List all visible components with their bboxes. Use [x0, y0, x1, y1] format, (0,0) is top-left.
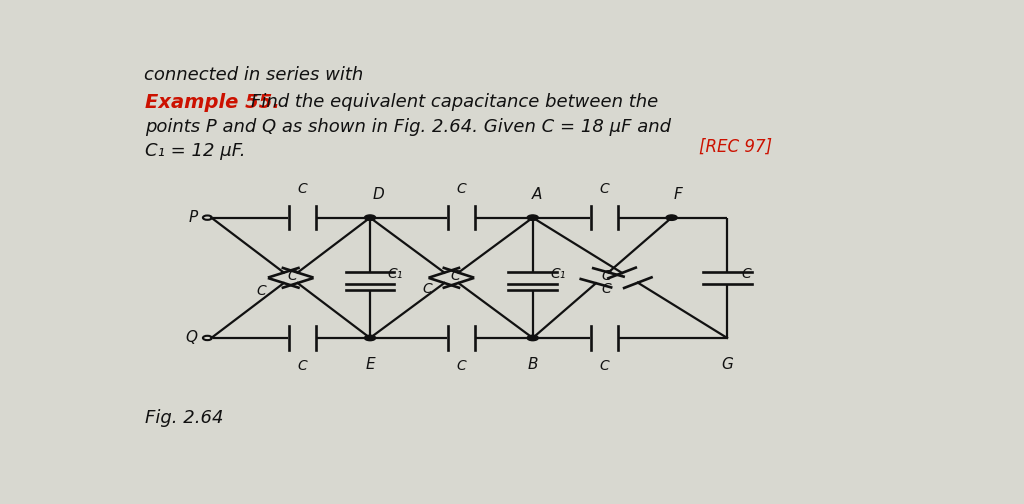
Circle shape — [365, 335, 376, 341]
Text: D: D — [372, 187, 384, 202]
Text: [REC 97]: [REC 97] — [699, 138, 772, 156]
Text: C: C — [599, 359, 609, 373]
Text: C₁ = 12 μF.: C₁ = 12 μF. — [145, 142, 246, 160]
Text: B: B — [527, 357, 538, 372]
Text: C₁: C₁ — [387, 267, 402, 281]
Text: P: P — [188, 210, 198, 225]
Text: Fig. 2.64: Fig. 2.64 — [145, 409, 224, 427]
Text: C: C — [298, 359, 307, 373]
Text: C: C — [423, 282, 432, 296]
Circle shape — [666, 215, 677, 220]
Text: C: C — [457, 182, 466, 197]
Circle shape — [527, 335, 539, 341]
Text: C: C — [599, 182, 609, 197]
Text: Example 55.: Example 55. — [145, 93, 281, 112]
Text: G: G — [721, 357, 733, 372]
Text: C: C — [457, 359, 466, 373]
Text: A: A — [531, 187, 542, 202]
Text: Q: Q — [185, 331, 198, 345]
Text: connected in series with: connected in series with — [143, 67, 364, 84]
Text: Find the equivalent capacitance between the: Find the equivalent capacitance between … — [251, 93, 658, 111]
Text: C: C — [451, 269, 460, 283]
Text: C: C — [741, 267, 752, 281]
Text: C₁: C₁ — [550, 267, 565, 281]
Text: F: F — [674, 187, 682, 202]
Text: C: C — [298, 182, 307, 197]
Text: points P and Q as shown in Fig. 2.64. Given C = 18 μF and: points P and Q as shown in Fig. 2.64. Gi… — [145, 118, 672, 136]
Text: C: C — [601, 269, 611, 283]
Text: C: C — [256, 284, 266, 298]
Text: C: C — [601, 282, 611, 296]
Text: E: E — [366, 357, 375, 372]
Circle shape — [365, 215, 376, 220]
Circle shape — [527, 215, 539, 220]
Text: C: C — [288, 269, 298, 283]
